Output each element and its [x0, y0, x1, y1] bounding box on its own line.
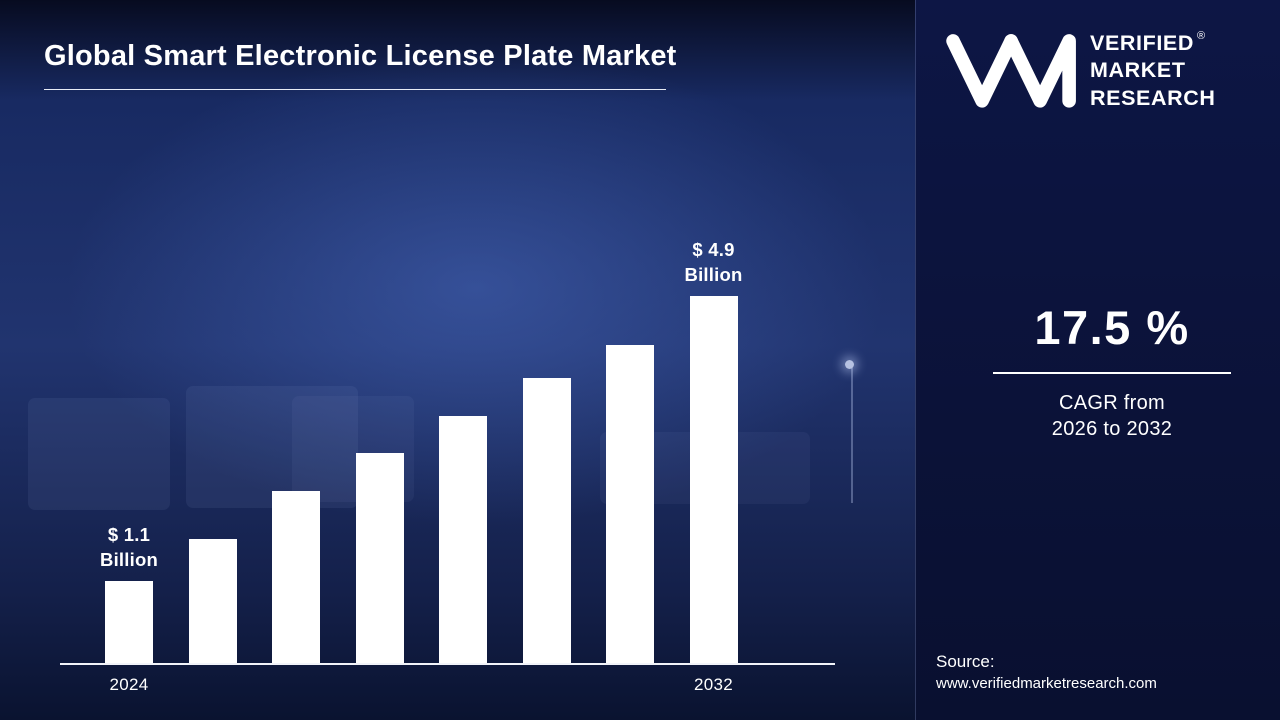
title-underline	[44, 88, 666, 91]
brand-logo: VERIFIED ® MARKET RESEARCH	[944, 28, 1215, 112]
cagr-caption-line-1: CAGR from	[1058, 392, 1166, 414]
info-panel: VERIFIED ® MARKET RESEARCH 17.5 % CAGR fr…	[915, 0, 1280, 720]
bar-2032	[689, 296, 738, 663]
brand-wordmark: VERIFIED ® MARKET RESEARCH	[1090, 30, 1215, 112]
cagr-value: 17.5 %	[1034, 301, 1190, 354]
chart-section: Global Smart Electronic License Plate Ma…	[0, 0, 915, 720]
x-axis-label-start: 2024	[109, 675, 149, 694]
cagr-block: 17.5 % CAGR from 2026 to 2032	[930, 300, 1280, 442]
value-annotation-last-bar: $ 4.9 Billion	[634, 238, 794, 288]
vm-monogram-icon	[946, 34, 1076, 108]
cagr-caption-line-2: 2026 to 2032	[1051, 418, 1173, 440]
truck-silhouette	[28, 398, 170, 510]
cagr-caption: CAGR from 2026 to 2032	[930, 390, 1280, 442]
bar-year-6	[606, 345, 654, 663]
value-annotation-first-bar: $ 1.1 Billion	[49, 523, 209, 573]
bar-year-4	[439, 416, 487, 663]
bar-chart-plot: $ 1.1 Billion $ 4.9 Billion 2024 2032	[60, 223, 835, 694]
registered-mark: ®	[1196, 30, 1206, 42]
bar-year-3	[355, 453, 404, 663]
annotation-amount: $ 4.9	[692, 239, 735, 261]
page-title: Global Smart Electronic License Plate Ma…	[44, 40, 677, 72]
bar-year-1	[188, 539, 237, 663]
brand-word-3: RESEARCH	[1090, 85, 1216, 110]
annotation-unit: Billion	[684, 264, 743, 286]
bar-2024	[105, 581, 153, 663]
cagr-underline	[993, 372, 1231, 374]
brand-word-2: MARKET	[1090, 58, 1186, 83]
truck-silhouette	[186, 386, 358, 508]
source-label: Source:	[936, 651, 995, 671]
bar-year-5	[522, 378, 571, 663]
annotation-amount: $ 1.1	[107, 523, 151, 545]
x-axis-label-end: 2032	[693, 675, 734, 694]
bar-year-2	[272, 491, 320, 663]
light-pole-lamp	[845, 360, 854, 369]
annotation-unit: Billion	[100, 548, 158, 570]
light-pole-silhouette	[851, 368, 853, 503]
x-axis-line	[60, 663, 835, 665]
source-url-link[interactable]: www.verifiedmarketresearch.com	[936, 674, 1157, 692]
source-block: Source: www.verifiedmarketresearch.com	[936, 651, 1157, 694]
title-block: Global Smart Electronic License Plate Ma…	[44, 34, 704, 91]
brand-word-1: VERIFIED	[1090, 31, 1194, 55]
